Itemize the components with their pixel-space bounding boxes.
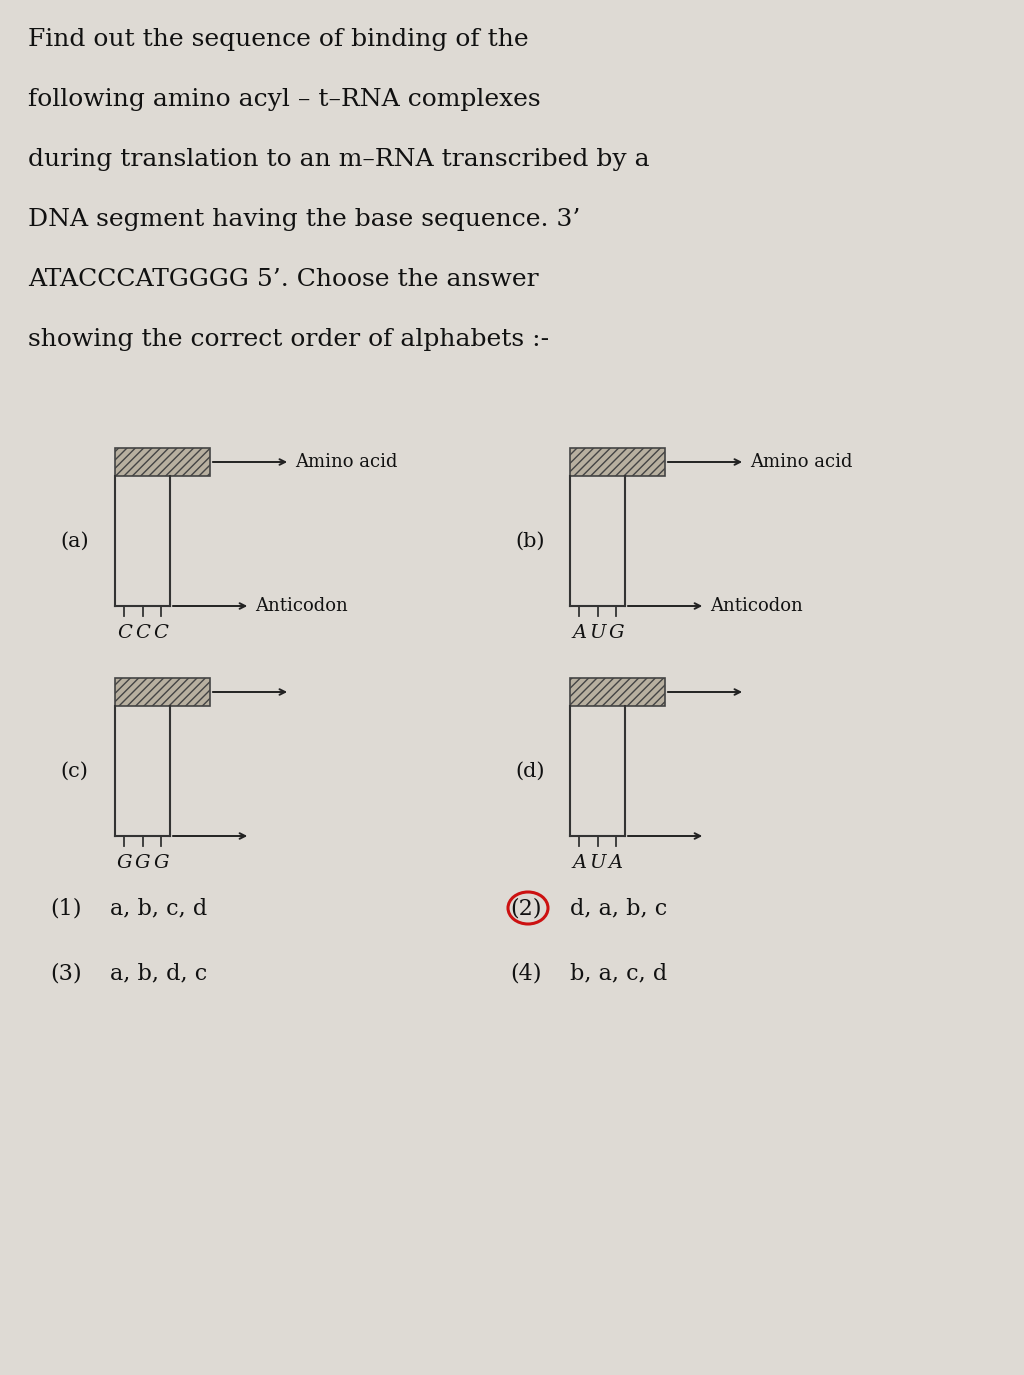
Text: following amino acyl – t–RNA complexes: following amino acyl – t–RNA complexes — [28, 88, 541, 111]
Bar — [115, 448, 210, 476]
Text: (c): (c) — [60, 762, 88, 781]
Text: (d): (d) — [515, 762, 545, 781]
Text: Anticodon: Anticodon — [255, 597, 348, 615]
Text: C: C — [154, 624, 168, 642]
Text: G: G — [135, 854, 151, 872]
Text: DNA segment having the base sequence. 3’: DNA segment having the base sequence. 3’ — [28, 208, 581, 231]
Text: d, a, b, c: d, a, b, c — [570, 896, 668, 918]
Text: A: A — [609, 854, 623, 872]
Text: Amino acid: Amino acid — [295, 452, 397, 472]
Text: U: U — [590, 624, 606, 642]
Text: A: A — [572, 624, 587, 642]
Text: G: G — [117, 854, 132, 872]
Text: (2): (2) — [510, 896, 542, 918]
Text: C: C — [117, 624, 132, 642]
Text: a, b, d, c: a, b, d, c — [110, 962, 207, 984]
Text: a, b, c, d: a, b, c, d — [110, 896, 207, 918]
Text: (3): (3) — [50, 962, 82, 984]
Text: G: G — [154, 854, 169, 872]
Bar — [570, 448, 665, 476]
Text: G: G — [608, 624, 624, 642]
Text: Amino acid: Amino acid — [750, 452, 853, 472]
Text: U: U — [590, 854, 606, 872]
Text: (a): (a) — [60, 532, 89, 550]
Text: A: A — [572, 854, 587, 872]
Text: during translation to an m–RNA transcribed by a: during translation to an m–RNA transcrib… — [28, 148, 649, 170]
Text: (4): (4) — [510, 962, 542, 984]
Bar — [115, 678, 210, 705]
Text: ATACCCATGGGG 5’. Choose the answer: ATACCCATGGGG 5’. Choose the answer — [28, 268, 539, 292]
Text: C: C — [135, 624, 150, 642]
Text: Anticodon: Anticodon — [710, 597, 803, 615]
Text: b, a, c, d: b, a, c, d — [570, 962, 668, 984]
Text: (1): (1) — [50, 896, 82, 918]
Bar — [570, 678, 665, 705]
Text: showing the correct order of alphabets :-: showing the correct order of alphabets :… — [28, 329, 549, 351]
Text: Find out the sequence of binding of the: Find out the sequence of binding of the — [28, 28, 528, 51]
Text: (b): (b) — [515, 532, 545, 550]
